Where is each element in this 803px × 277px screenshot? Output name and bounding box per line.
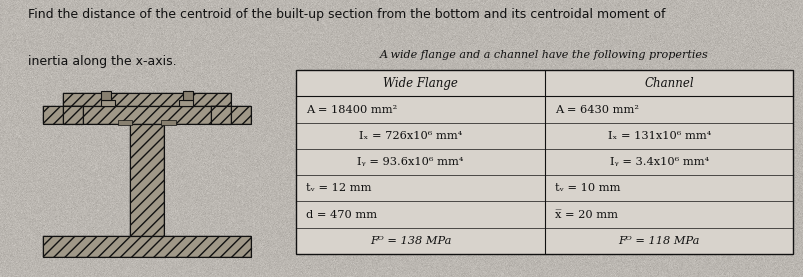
Text: inertia along the x-axis.: inertia along the x-axis. [28,55,177,68]
Text: A = 6430 mm²: A = 6430 mm² [554,105,638,115]
Text: tᵥ = 10 mm: tᵥ = 10 mm [554,183,619,193]
Bar [43,236,251,257]
Bar [63,93,230,106]
Text: Iₓ = 131x10⁶ mm⁴: Iₓ = 131x10⁶ mm⁴ [607,131,710,141]
Bar [63,93,230,106]
Text: Fᴼ = 138 MPa: Fᴼ = 138 MPa [369,236,450,246]
Text: A = 18400 mm²: A = 18400 mm² [306,105,397,115]
Text: Channel: Channel [643,77,693,90]
Bar [43,106,251,124]
Bar [161,120,176,125]
Text: A wide flange and a channel have the following properties: A wide flange and a channel have the fol… [380,50,708,60]
Bar [43,236,251,257]
Text: Iᵧ = 93.6x10⁶ mm⁴: Iᵧ = 93.6x10⁶ mm⁴ [357,157,463,167]
Bar [100,91,111,100]
Bar [100,100,115,106]
Bar [183,91,193,100]
Text: Fᴼ = 118 MPa: Fᴼ = 118 MPa [618,236,699,246]
Text: d = 470 mm: d = 470 mm [306,209,377,220]
Text: Find the distance of the centroid of the built-up section from the bottom and it: Find the distance of the centroid of the… [28,8,665,21]
Bar [118,120,132,125]
Bar [210,106,230,124]
Text: Iᵧ = 3.4x10⁶ mm⁴: Iᵧ = 3.4x10⁶ mm⁴ [609,157,707,167]
Text: tᵥ = 12 mm: tᵥ = 12 mm [306,183,371,193]
Bar [63,106,84,124]
Bar [129,124,164,236]
Text: Wide Flange: Wide Flange [382,77,457,90]
Text: x̅ = 20 mm: x̅ = 20 mm [554,209,617,220]
Bar [210,106,230,124]
Bar [296,70,793,254]
Bar [129,124,164,236]
Bar [63,106,84,124]
Bar [178,100,193,106]
Text: Iₓ = 726x10⁶ mm⁴: Iₓ = 726x10⁶ mm⁴ [358,131,462,141]
Bar [43,106,251,124]
